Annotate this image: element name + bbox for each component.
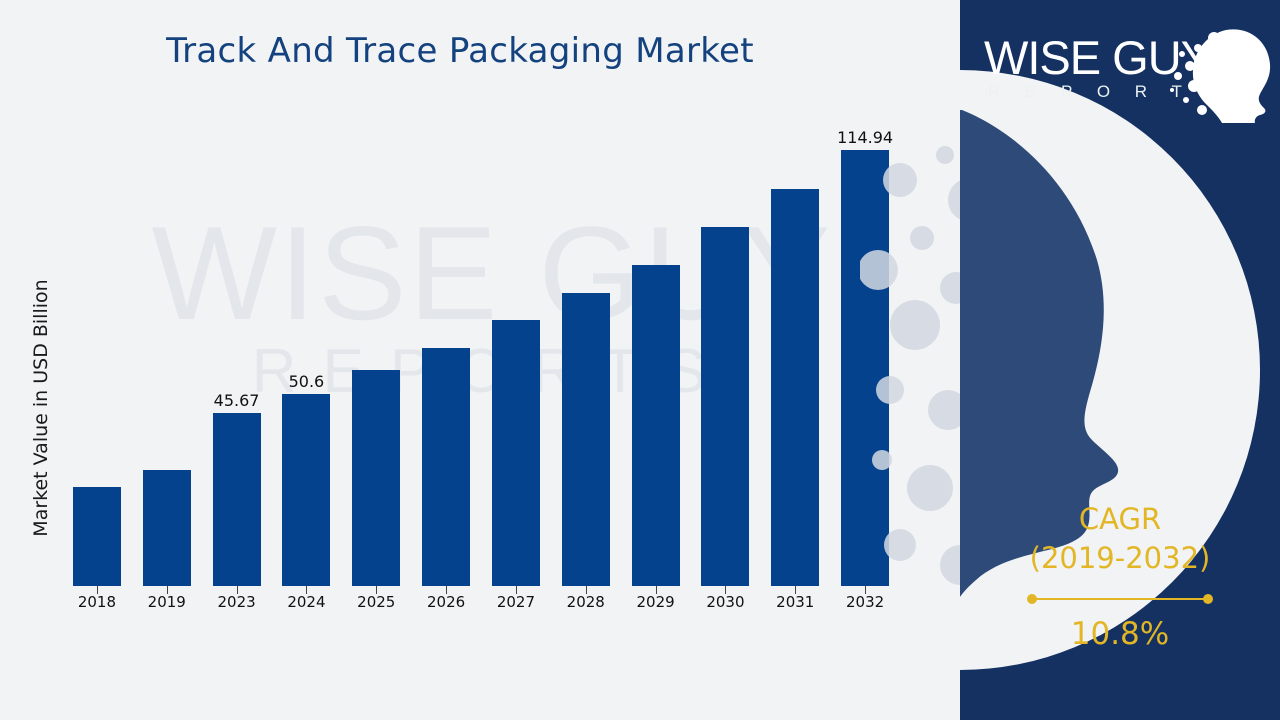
bar-rect-2031 — [771, 189, 820, 586]
wiseguy-logo: WISE GUY R E P O R T S — [972, 26, 1272, 124]
cagr-value: 10.8% — [1070, 616, 1170, 652]
logo-tagline: R E P O R T S — [988, 82, 1228, 101]
bar-2027 — [481, 150, 551, 586]
logo-head-icon — [1170, 29, 1271, 124]
x-tick-label-2026: 2026 — [426, 593, 466, 611]
chart-title: Track And Trace Packaging Market — [166, 31, 754, 71]
cagr-block: CAGR (2019-2032) 10.8% — [960, 500, 1280, 652]
cagr-range: (2019-2032) — [1029, 541, 1211, 575]
x-tick-2032 — [865, 586, 867, 594]
bar-2031 — [760, 150, 830, 586]
x-tick-label-2018: 2018 — [77, 593, 116, 611]
x-tick-2019 — [166, 586, 168, 594]
bar-rect-2019 — [142, 470, 191, 586]
bar-rect-2029 — [631, 265, 680, 586]
bar-rect-2032 — [841, 150, 890, 586]
divider-line — [1032, 598, 1208, 600]
value-label-2024: 50.6 — [288, 372, 325, 391]
x-tick-2031 — [795, 586, 797, 594]
x-tick-2023 — [236, 586, 238, 594]
bar-rect-2027 — [491, 320, 540, 586]
x-tick-2026 — [446, 586, 448, 594]
bar-series — [62, 150, 907, 586]
bar-rect-2018 — [72, 487, 121, 586]
x-tick-2027 — [515, 586, 517, 594]
bar-rect-2030 — [701, 227, 750, 586]
x-tick-label-2032: 2032 — [845, 593, 885, 611]
cagr-divider — [1027, 594, 1213, 604]
bar-rect-2024 — [282, 394, 331, 586]
bar-rect-2025 — [352, 370, 401, 586]
bar-rect-2026 — [422, 348, 471, 586]
bar-2029 — [621, 150, 691, 586]
divider-dot-right — [1203, 594, 1213, 604]
x-tick-2018 — [96, 586, 98, 594]
x-tick-2024 — [306, 586, 308, 594]
x-tick-label-2031: 2031 — [776, 593, 815, 611]
bar-2019 — [132, 150, 202, 586]
bar-2018 — [62, 150, 132, 586]
face-silhouette-icon — [960, 110, 1119, 597]
cagr-title: CAGR — [1078, 502, 1162, 536]
bar-2032 — [830, 150, 900, 586]
x-tick-2030 — [725, 586, 727, 594]
x-tick-2025 — [376, 586, 378, 594]
bar-rect-2023 — [212, 413, 261, 586]
brand-panel: WISE GUY R E P O R T S — [960, 0, 1280, 720]
bar-rect-2028 — [561, 293, 610, 586]
bar-2024 — [272, 150, 342, 586]
x-tick-label-2029: 2029 — [636, 593, 675, 611]
x-tick-2029 — [655, 586, 657, 594]
bar-2030 — [691, 150, 761, 586]
y-axis-title: Market Value in USD Billion — [30, 0, 58, 536]
x-tick-label-2030: 2030 — [706, 593, 745, 611]
bar-2028 — [551, 150, 621, 586]
bar-2025 — [341, 150, 411, 586]
value-label-2032: 114.94 — [837, 128, 894, 147]
y-axis-title-text: Market Value in USD Billion — [30, 279, 52, 537]
x-tick-label-2023: 2023 — [217, 593, 256, 611]
x-tick-label-2024: 2024 — [287, 593, 326, 611]
x-tick-label-2027: 2027 — [496, 593, 535, 611]
x-tick-label-2019: 2019 — [147, 593, 186, 611]
x-tick-2028 — [585, 586, 587, 594]
value-label-2023: 45.67 — [213, 391, 260, 410]
x-tick-label-2025: 2025 — [357, 593, 396, 611]
logo-wordmark: WISE GUY — [984, 31, 1212, 84]
x-tick-label-2028: 2028 — [566, 593, 605, 611]
bar-2026 — [411, 150, 481, 586]
bar-2023 — [202, 150, 272, 586]
